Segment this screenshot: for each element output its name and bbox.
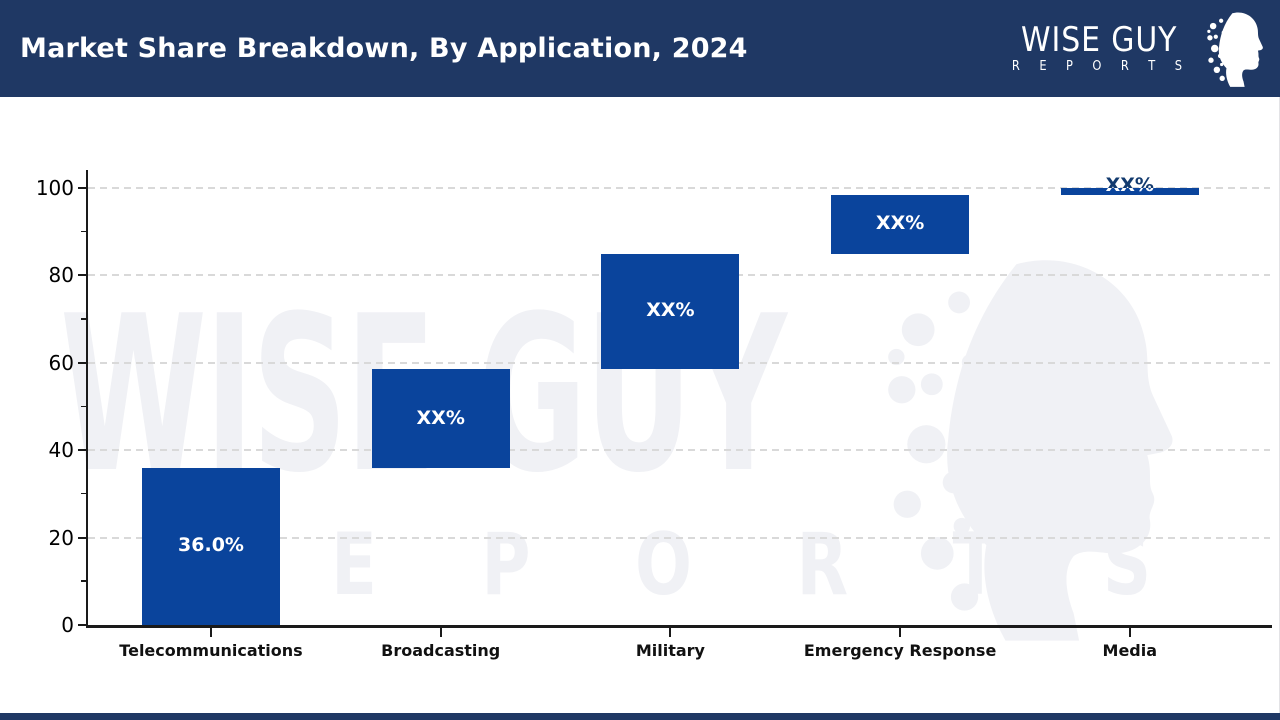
bar-label-telecommunications: 36.0% [178, 534, 244, 557]
page-title: Market Share Breakdown, By Application, … [20, 33, 748, 64]
x-tick-broadcasting [439, 628, 442, 637]
y-tick-60 [78, 361, 86, 364]
bar-label-emergency-response: XX% [875, 212, 925, 235]
y-tick-label-60: 60 [48, 350, 74, 375]
x-axis-label-telecommunications: Telecommunications [119, 641, 303, 660]
y-tick-label-80: 80 [48, 263, 74, 288]
x-axis-line [86, 625, 1272, 628]
y-tick-80 [78, 274, 86, 277]
logo-subtitle: R E P O R T S [1011, 58, 1190, 74]
y-tick-label-0: 0 [61, 613, 74, 637]
y-tick-20 [78, 536, 86, 539]
footer-bar [0, 713, 1280, 720]
x-axis-label-emergency-response: Emergency Response [803, 641, 997, 660]
y-minor-tick-90 [81, 230, 86, 233]
gridline-20 [88, 536, 1270, 539]
y-tick-label-40: 40 [48, 438, 74, 463]
gridline-40 [88, 449, 1270, 452]
gridline-100 [88, 187, 1270, 189]
y-axis-line [86, 170, 88, 627]
watermark-head-icon [888, 260, 1173, 641]
logo-wordmark: WISE GUY [1020, 19, 1177, 60]
y-minor-tick-50 [81, 405, 86, 407]
y-tick-0 [78, 624, 86, 626]
bar-military [601, 253, 740, 370]
logo-text: WISE GUY R E P O R T S [1008, 23, 1190, 75]
wise-guy-reports-logo: WISE GUY R E P O R T S [996, 9, 1280, 89]
bar-label-broadcasting: XX% [416, 406, 465, 429]
y-minor-tick-10 [81, 580, 86, 582]
x-tick-telecommunications [210, 628, 212, 637]
x-axis-label-media: Media [1102, 641, 1158, 660]
y-tick-40 [78, 449, 86, 452]
y-tick-label-100: 100 [35, 176, 74, 200]
y-minor-tick-30 [81, 492, 86, 495]
bar-emergency-response [831, 194, 970, 254]
bar-broadcasting [371, 369, 510, 468]
x-tick-emergency-response [899, 628, 902, 637]
x-tick-military [669, 628, 672, 637]
bar-label-inner-media: XX% [1061, 188, 1199, 195]
chart-canvas: WISE GUY R E P O R T S 0 20 40 60 80 100 36.0%… [0, 97, 1280, 714]
y-tick-100 [78, 187, 86, 189]
x-tick-media [1128, 628, 1131, 637]
logo-head-icon [1207, 11, 1263, 87]
bar-telecommunications [142, 467, 280, 625]
y-minor-tick-70 [81, 318, 86, 320]
x-axis-label-military: Military [635, 641, 705, 660]
y-tick-label-20: 20 [48, 525, 74, 550]
header-bar: Market Share Breakdown, By Application, … [0, 0, 1280, 97]
bar-label-military: XX% [646, 299, 695, 322]
x-axis-label-broadcasting: Broadcasting [381, 641, 501, 660]
bar-media [1060, 188, 1199, 195]
bar-label-clip-media: XX% [1061, 188, 1199, 195]
